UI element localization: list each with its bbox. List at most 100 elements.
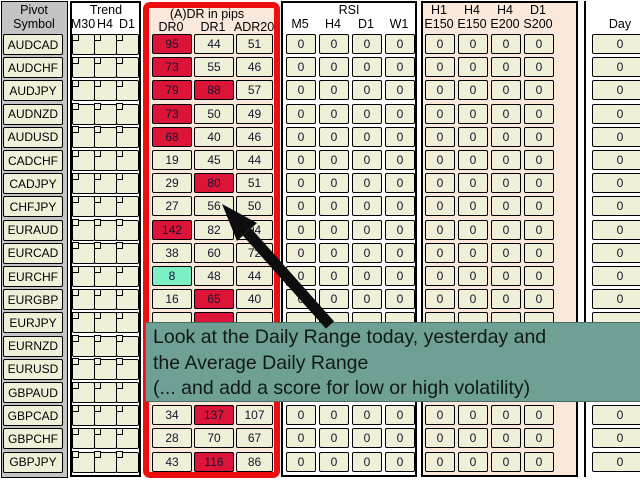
adr20-cell: 94 <box>236 219 273 240</box>
symbol-button[interactable]: GBPCHF <box>3 428 63 450</box>
symbol-button[interactable]: CADCHF <box>3 150 63 171</box>
symbol-button[interactable]: EURCHF <box>3 266 63 287</box>
score-cell: 0 <box>491 173 521 194</box>
symbol-button[interactable]: GBPCAD <box>3 405 63 427</box>
trend-cell[interactable] <box>93 451 117 473</box>
adr20-cell: 44 <box>236 266 273 286</box>
trend-cell[interactable] <box>71 33 95 55</box>
trend-cell[interactable] <box>93 358 117 380</box>
score-cell: 0 <box>524 428 554 449</box>
trend-cell[interactable] <box>93 103 117 125</box>
score-cell: 0 <box>524 196 554 217</box>
trend-cell[interactable] <box>93 149 117 171</box>
trend-cell[interactable] <box>115 195 139 218</box>
trend-cell[interactable] <box>115 335 139 357</box>
corner-square-icon <box>115 381 123 389</box>
trend-cell[interactable] <box>93 427 117 450</box>
trend-cell[interactable] <box>115 242 139 264</box>
trend-cell[interactable] <box>115 381 139 403</box>
group-title-h4a: H4 <box>464 3 480 17</box>
trend-cell[interactable] <box>71 288 95 311</box>
symbol-button[interactable]: AUDUSD <box>3 126 63 148</box>
score-cell: 0 <box>458 219 488 240</box>
trend-cell[interactable] <box>71 335 95 357</box>
trend-cell[interactable] <box>115 33 139 55</box>
trend-cell[interactable] <box>115 149 139 171</box>
trend-cell[interactable] <box>93 219 117 241</box>
dr1-cell: 137 <box>194 405 234 426</box>
trend-cell[interactable] <box>115 358 139 380</box>
trend-cell[interactable] <box>93 381 117 403</box>
symbol-button[interactable]: AUDNZD <box>3 103 63 125</box>
symbol-button[interactable]: EURNZD <box>3 335 63 357</box>
trend-cell[interactable] <box>71 404 95 427</box>
trend-cell[interactable] <box>71 358 95 380</box>
trend-cell[interactable] <box>71 265 95 287</box>
score-cell: 0 <box>491 150 521 170</box>
trend-cell[interactable] <box>71 126 95 148</box>
trend-cell[interactable] <box>71 103 95 125</box>
trend-cell[interactable] <box>93 172 117 195</box>
trend-cell[interactable] <box>93 335 117 357</box>
group-title-trend: Trend <box>89 3 123 17</box>
day-cell: 0 <box>592 103 640 124</box>
trend-cell[interactable] <box>93 404 117 427</box>
trend-cell[interactable] <box>93 311 117 334</box>
trend-cell[interactable] <box>115 79 139 102</box>
trend-cell[interactable] <box>115 288 139 311</box>
symbol-button[interactable]: GBPAUD <box>3 382 63 403</box>
trend-cell[interactable] <box>71 172 95 195</box>
trend-cell[interactable] <box>71 219 95 241</box>
dr0-cell: 29 <box>152 173 192 194</box>
trend-cell[interactable] <box>71 242 95 264</box>
trend-cell[interactable] <box>93 288 117 311</box>
trend-cell[interactable] <box>115 126 139 148</box>
trend-cell[interactable] <box>71 56 95 79</box>
trend-cell[interactable] <box>71 451 95 473</box>
trend-cell[interactable] <box>93 79 117 102</box>
symbol-button[interactable]: EURAUD <box>3 219 63 241</box>
trend-cell[interactable] <box>93 265 117 287</box>
rsi-cell: 0 <box>286 103 316 124</box>
trend-cell[interactable] <box>93 126 117 148</box>
trend-cell[interactable] <box>115 311 139 334</box>
trend-cell[interactable] <box>71 195 95 218</box>
trend-cell[interactable] <box>115 451 139 473</box>
score-cell: 0 <box>524 289 554 310</box>
trend-cell[interactable] <box>93 33 117 55</box>
col-header-trend-h4: H4 <box>97 17 113 31</box>
trend-cell[interactable] <box>115 265 139 287</box>
trend-cell[interactable] <box>93 56 117 79</box>
trend-cell[interactable] <box>115 404 139 427</box>
trend-cell[interactable] <box>115 56 139 79</box>
symbol-button[interactable]: CADJPY <box>3 173 63 195</box>
symbol-button[interactable]: AUDJPY <box>3 80 63 102</box>
dr1-cell: 40 <box>194 126 234 147</box>
symbol-button[interactable]: EURUSD <box>3 358 63 380</box>
symbol-button[interactable]: EURJPY <box>3 312 63 334</box>
adr20-cell: 67 <box>236 428 273 449</box>
trend-cell[interactable] <box>71 311 95 334</box>
trend-cell[interactable] <box>115 219 139 241</box>
trend-cell[interactable] <box>71 149 95 171</box>
trend-cell[interactable] <box>115 172 139 195</box>
score-cell: 0 <box>491 242 521 263</box>
adr20-cell: 72 <box>236 242 273 263</box>
trend-cell[interactable] <box>93 195 117 218</box>
dr1-cell: 82 <box>194 219 234 240</box>
symbol-button[interactable]: AUDCAD <box>3 34 63 55</box>
corner-square-icon <box>71 149 79 157</box>
symbol-button[interactable]: EURCAD <box>3 242 63 264</box>
symbol-button[interactable]: CHFJPY <box>3 196 63 218</box>
trend-cell[interactable] <box>71 427 95 450</box>
trend-cell[interactable] <box>93 242 117 264</box>
symbol-button[interactable]: AUDCHF <box>3 57 63 79</box>
symbol-button[interactable]: GBPJPY <box>3 451 63 473</box>
trend-cell[interactable] <box>115 427 139 450</box>
corner-square-icon <box>71 381 79 389</box>
trend-cell[interactable] <box>115 103 139 125</box>
symbol-button[interactable]: EURGBP <box>3 289 63 311</box>
adr20-cell: 46 <box>236 126 273 147</box>
trend-cell[interactable] <box>71 79 95 102</box>
trend-cell[interactable] <box>71 381 95 403</box>
